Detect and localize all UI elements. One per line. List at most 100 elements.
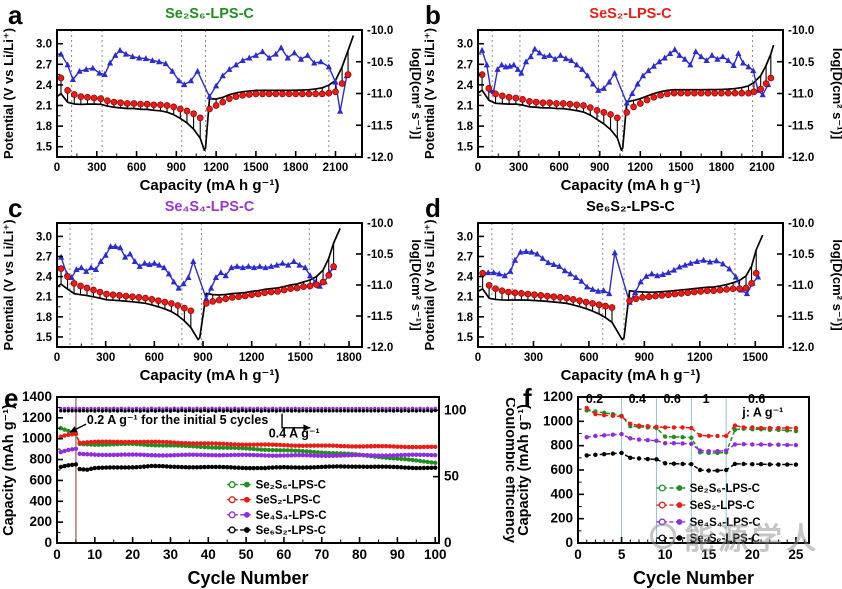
panel-letter-a: a xyxy=(8,0,23,30)
svg-text:-11.0: -11.0 xyxy=(788,89,814,101)
svg-text:Coulombic efficiency: Coulombic efficiency xyxy=(502,397,515,543)
chart-e-cycling: 0 10 20 30 40 50 60 70 80 90 100020040060080010001… xyxy=(1,389,515,588)
svg-text:Se₆S₂-LPS-C: Se₆S₂-LPS-C xyxy=(586,199,675,215)
svg-text:600: 600 xyxy=(29,472,52,487)
svg-text:5: 5 xyxy=(618,547,626,562)
svg-text:2.1: 2.1 xyxy=(457,292,474,304)
svg-text:800: 800 xyxy=(29,452,52,467)
svg-text:-10.0: -10.0 xyxy=(788,218,814,230)
chart-c-gitt: 0 300 600 900 1200 1500 1800 1.5 1.8 2.1 2.4 2.7 3.0… xyxy=(1,199,421,384)
panel-a: 0 300 600 900 1200 1500 1800 2100 1.5 1.8 2.1 2.4 2.… xyxy=(0,0,421,195)
chart-d-gitt: 0 300 600 900 1200 1500 1.5 1.8 2.1 2.4 2.7 3.0 -10.… xyxy=(422,199,842,384)
svg-text:10: 10 xyxy=(658,547,673,562)
svg-text:Potential (V vs Li/Li⁺): Potential (V vs Li/Li⁺) xyxy=(1,219,16,350)
svg-text:Se₆S₂-LPS-C: Se₆S₂-LPS-C xyxy=(256,525,326,537)
svg-text:1400: 1400 xyxy=(22,389,52,404)
svg-text:1200: 1200 xyxy=(543,389,573,404)
svg-text:1800: 1800 xyxy=(709,162,735,174)
svg-text:1.8: 1.8 xyxy=(36,121,53,133)
svg-text:2100: 2100 xyxy=(749,162,775,174)
svg-text:2.4: 2.4 xyxy=(36,80,53,92)
gitt-voltage-curve xyxy=(477,44,775,151)
chart-a-gitt: 0 300 600 900 1200 1500 1800 2100 1.5 1.8 2.1 2.4 2.… xyxy=(1,6,421,194)
svg-text:2100: 2100 xyxy=(323,162,349,174)
svg-text:20: 20 xyxy=(745,547,760,562)
svg-text:SeS₂-LPS-C: SeS₂-LPS-C xyxy=(256,495,321,507)
panel-letter-d: d xyxy=(425,193,441,223)
svg-text:1: 1 xyxy=(703,392,710,406)
svg-text:100: 100 xyxy=(424,547,447,562)
panel-c: 0 300 600 900 1200 1500 1800 1.5 1.8 2.1 2.4 2.7 3.0… xyxy=(0,195,421,385)
plot-e: 0 10 20 30 40 50 60 70 80 90 100020040060080010001… xyxy=(1,389,515,588)
svg-text:0: 0 xyxy=(44,535,52,550)
svg-text:2.1: 2.1 xyxy=(36,292,53,304)
svg-text:400: 400 xyxy=(550,486,573,501)
svg-text:-12.0: -12.0 xyxy=(788,342,814,354)
svg-text:0.6: 0.6 xyxy=(663,392,680,406)
svg-text:20: 20 xyxy=(125,547,140,562)
svg-text:300: 300 xyxy=(524,352,543,364)
plot-f: 0 5 10 15 20 25 0 200 400 600 800 1000 1200 Cycle Num… xyxy=(516,389,810,588)
svg-text:2.1: 2.1 xyxy=(457,101,474,113)
svg-text:1800: 1800 xyxy=(283,162,309,174)
svg-text:log[D(cm² s⁻¹)]: log[D(cm² s⁻¹)] xyxy=(409,48,421,139)
svg-text:0: 0 xyxy=(54,352,60,364)
svg-text:1500: 1500 xyxy=(243,162,269,174)
chart-f-rate: 0 5 10 15 20 25 0 200 400 600 800 1000 1200 Cycle Num… xyxy=(516,389,810,588)
svg-text:2.4: 2.4 xyxy=(457,80,474,92)
chart-b-gitt: 0 300 600 900 1200 1500 1800 2100 1.5 1.8 2.1 2.4 2.… xyxy=(422,6,842,194)
svg-text:Cycle Number: Cycle Number xyxy=(633,568,754,588)
svg-text:1.8: 1.8 xyxy=(36,312,53,324)
svg-text:1200: 1200 xyxy=(687,352,713,364)
svg-text:1500: 1500 xyxy=(742,352,768,364)
svg-text:0.4: 0.4 xyxy=(629,392,646,406)
svg-text:2.7: 2.7 xyxy=(36,252,52,264)
svg-text:Capacity (mA h g⁻¹): Capacity (mA h g⁻¹) xyxy=(140,177,280,194)
svg-text:600: 600 xyxy=(145,352,164,364)
svg-text:-11.0: -11.0 xyxy=(367,89,393,101)
svg-text:1.8: 1.8 xyxy=(457,312,474,324)
svg-text:-11.0: -11.0 xyxy=(367,280,393,292)
svg-text:-10.0: -10.0 xyxy=(788,25,814,37)
svg-text:1500: 1500 xyxy=(668,162,694,174)
svg-text:-10.5: -10.5 xyxy=(367,249,394,261)
svg-text:0: 0 xyxy=(565,535,573,550)
gitt-voltage-curve xyxy=(477,234,764,341)
svg-text:0: 0 xyxy=(475,162,481,174)
svg-text:0: 0 xyxy=(574,547,582,562)
svg-text:200: 200 xyxy=(29,514,52,529)
svg-text:2.1: 2.1 xyxy=(36,101,53,113)
svg-text:100: 100 xyxy=(444,402,467,417)
svg-text:Potential (V vs Li/Li⁺): Potential (V vs Li/Li⁺) xyxy=(422,28,437,159)
svg-text:300: 300 xyxy=(509,162,528,174)
svg-text:1.8: 1.8 xyxy=(457,121,474,133)
svg-text:-11.5: -11.5 xyxy=(788,311,814,323)
svg-text:Cycle Number: Cycle Number xyxy=(187,568,308,588)
svg-text:1200: 1200 xyxy=(628,162,654,174)
svg-text:-12.0: -12.0 xyxy=(788,152,814,164)
svg-text:-12.0: -12.0 xyxy=(367,342,393,354)
svg-text:1200: 1200 xyxy=(239,352,265,364)
plot-a: 0 300 600 900 1200 1500 1800 2100 1.5 1.8 2.1 2.4 2.… xyxy=(1,6,421,194)
svg-text:600: 600 xyxy=(579,352,598,364)
svg-text:80: 80 xyxy=(352,547,367,562)
plot-b: 0 300 600 900 1200 1500 1800 2100 1.5 1.8 2.1 2.4 2.… xyxy=(422,6,842,194)
svg-text:1800: 1800 xyxy=(336,352,362,364)
svg-text:900: 900 xyxy=(635,352,654,364)
svg-text:-11.5: -11.5 xyxy=(367,311,393,323)
plot-c: 0 300 600 900 1200 1500 1800 1.5 1.8 2.1 2.4 2.7 3.0… xyxy=(1,199,421,384)
svg-text:25: 25 xyxy=(788,547,804,562)
svg-text:40: 40 xyxy=(201,547,216,562)
svg-text:Capacity (mAh g⁻¹): Capacity (mAh g⁻¹) xyxy=(1,404,17,536)
svg-text:60: 60 xyxy=(276,547,291,562)
svg-text:900: 900 xyxy=(193,352,212,364)
svg-text:log[D(cm² s⁻¹)]: log[D(cm² s⁻¹)] xyxy=(830,48,842,139)
svg-text:1.5: 1.5 xyxy=(457,332,474,344)
svg-text:-12.0: -12.0 xyxy=(367,152,393,164)
svg-text:1.5: 1.5 xyxy=(36,142,53,154)
svg-text:Se₂S₆-LPS-C: Se₂S₆-LPS-C xyxy=(256,480,326,492)
svg-text:50: 50 xyxy=(444,469,459,484)
svg-text:0: 0 xyxy=(54,162,60,174)
svg-text:0.6: 0.6 xyxy=(748,392,765,406)
svg-text:1200: 1200 xyxy=(203,162,229,174)
